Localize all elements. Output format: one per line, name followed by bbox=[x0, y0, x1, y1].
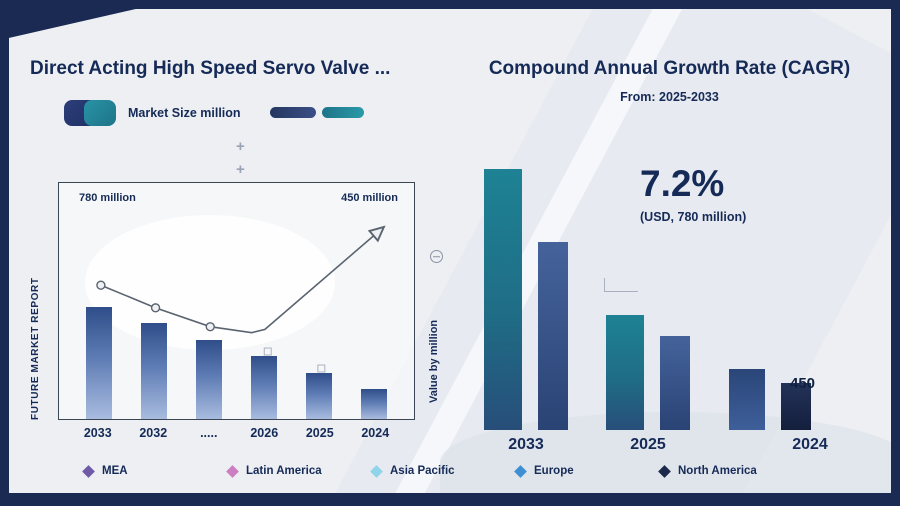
plus-decoration: + bbox=[236, 161, 245, 178]
legend-diamond-marker bbox=[658, 464, 671, 478]
left-chart-plot-area: 780 million 450 million bbox=[58, 182, 415, 420]
market-size-icon bbox=[64, 98, 118, 128]
left-bar-2032 bbox=[140, 323, 167, 419]
legend-label: Latin America bbox=[246, 465, 322, 477]
left-bar-series bbox=[59, 307, 414, 419]
legend-item-north-america: North America bbox=[658, 464, 804, 478]
trend-arrow bbox=[96, 225, 386, 373]
left-axis-label-2033: 2033 bbox=[83, 426, 112, 440]
right-bar-group-2033 bbox=[476, 169, 576, 430]
right-axis-label-2025: 2025 bbox=[630, 436, 666, 453]
right-bar-series bbox=[470, 145, 870, 430]
legend-diamond-marker bbox=[82, 464, 95, 478]
legend-label: North America bbox=[678, 465, 757, 477]
left-bar-2025 bbox=[306, 373, 333, 419]
legend-label: Europe bbox=[534, 465, 574, 477]
right-bar-2025-low bbox=[660, 336, 690, 430]
legend-item-latin-america: Latin America bbox=[226, 464, 372, 478]
right-bar-2024-high bbox=[729, 369, 765, 430]
left-axis-label-2032: 2032 bbox=[139, 426, 168, 440]
navy-pill-decoration bbox=[270, 107, 316, 118]
left-bar-2024 bbox=[361, 389, 388, 419]
cagr-note: (USD, 780 million) bbox=[640, 210, 747, 224]
value-by-million-label: Value by million bbox=[428, 319, 440, 403]
legend-label: MEA bbox=[102, 465, 128, 477]
legend-item-europe: Europe bbox=[514, 464, 660, 478]
legend-diamond-marker bbox=[226, 464, 239, 478]
right-axis-label-2033: 2033 bbox=[508, 436, 544, 453]
legend-diamond-marker bbox=[370, 464, 383, 478]
teal-pill-decoration bbox=[322, 107, 364, 118]
left-axis-label-2025: 2025 bbox=[305, 426, 334, 440]
right-axis-label-2024: 2024 bbox=[792, 436, 828, 453]
right-x-axis: 2033 2025 2024 bbox=[470, 436, 870, 454]
left-axis-label-2024: 2024 bbox=[361, 426, 390, 440]
annotation-450-million: 450 million bbox=[341, 192, 398, 204]
right-bar-2024-low bbox=[781, 383, 811, 430]
cagr-title: Compound Annual Growth Rate (CAGR) bbox=[488, 58, 851, 79]
bracket-decoration bbox=[604, 278, 638, 292]
left-bar-2033 bbox=[85, 307, 112, 419]
legend-diamond-marker bbox=[514, 464, 527, 478]
left-bar-..... bbox=[195, 340, 222, 419]
market-size-label: Market Size million bbox=[128, 106, 241, 120]
right-bar-2033-high bbox=[484, 169, 522, 430]
left-axis-label-2026: 2026 bbox=[250, 426, 279, 440]
circle-minus-icon bbox=[430, 250, 443, 263]
cagr-subtitle: From: 2025-2033 bbox=[620, 90, 719, 104]
legend-item-mea: MEA bbox=[82, 464, 228, 478]
annotation-450: 450 bbox=[790, 375, 816, 392]
legend-label: Asia Pacific bbox=[390, 465, 455, 477]
right-bar-2033-low bbox=[538, 242, 568, 430]
left-axis-label-.....: ..... bbox=[200, 426, 218, 440]
annotation-780-million: 780 million bbox=[79, 192, 136, 204]
plus-decoration: + bbox=[236, 138, 245, 155]
right-bar-group-2025 bbox=[598, 315, 698, 430]
market-size-legend: Market Size million bbox=[64, 96, 241, 130]
right-bar-2025-high bbox=[606, 315, 644, 430]
legend-item-asia-pacific: Asia Pacific bbox=[370, 464, 516, 478]
cagr-value: 7.2% bbox=[640, 163, 725, 204]
right-bar-group-2024 bbox=[720, 369, 820, 430]
left-chart-title: Direct Acting High Speed Servo Valve ... bbox=[30, 58, 391, 79]
left-x-axis: 2033 2032..... 2026 2025 2024 bbox=[58, 426, 415, 440]
left-bar-2026 bbox=[251, 356, 278, 419]
region-legend: MEA Latin America Asia Pacific Europe North … bbox=[82, 464, 804, 478]
future-market-report-label: FUTURE MARKET REPORT bbox=[30, 277, 41, 420]
